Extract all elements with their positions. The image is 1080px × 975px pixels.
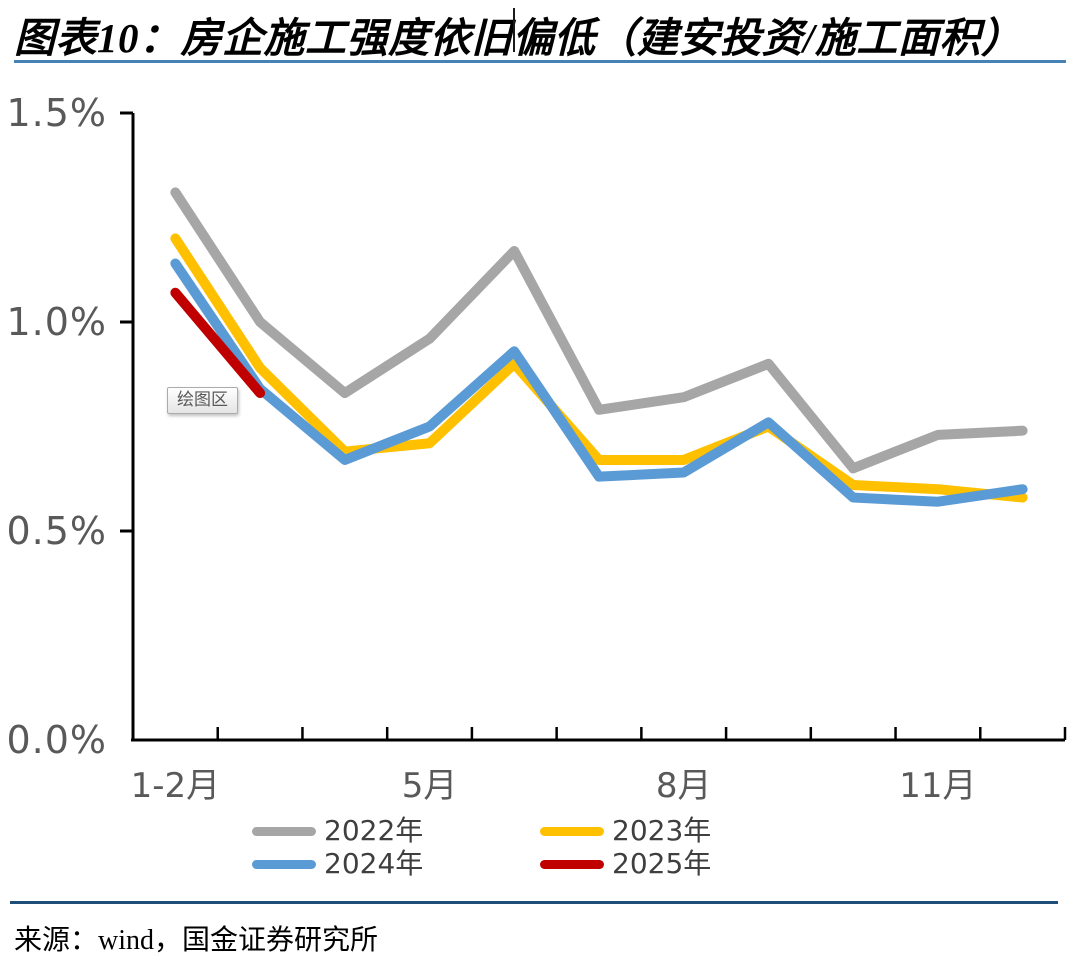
title-rule [14,60,1066,63]
legend-label-2024: 2024年 [324,847,424,880]
chart-title: 图表10：房企施工强度依旧偏低（建安投资/施工面积） [14,15,1023,61]
plot-area-tooltip: 绘图区 [167,387,238,414]
legend-label-2025: 2025年 [612,847,712,880]
legend-label-2023: 2023年 [612,814,712,847]
legend-swatch-2022 [252,826,316,836]
legend: 2022年 2023年 2024年 2025年 [252,816,711,879]
y-tick-label: 0.5% [6,509,107,553]
x-tick-label: 8月 [656,766,712,806]
legend-item-2024: 2024年 [252,849,540,879]
plot-area-tooltip-label: 绘图区 [177,390,228,410]
y-tick-label: 1.0% [6,300,107,344]
legend-swatch-2024 [252,859,316,869]
text-cursor [513,8,515,52]
y-tick-label: 0.0% [6,718,107,762]
legend-swatch-2025 [540,859,604,869]
series-line-2024年 [170,258,1028,507]
legend-label-2022: 2022年 [324,814,424,847]
y-tick-label: 1.5% [6,91,107,135]
series-line-2023年 [170,233,1028,503]
x-tick-label: 5月 [402,766,458,806]
legend-item-2023: 2023年 [540,816,711,846]
legend-item-2022: 2022年 [252,816,540,846]
bottom-rule [10,901,1058,904]
series-line-2025年 [170,287,266,399]
series-line-2022年 [170,187,1028,474]
legend-item-2025: 2025年 [540,849,711,879]
x-tick-label: 1-2月 [131,766,221,806]
source-note: 来源：wind，国金证券研究所 [14,925,379,956]
legend-swatch-2023 [540,826,604,836]
x-tick-label: 11月 [899,766,976,806]
